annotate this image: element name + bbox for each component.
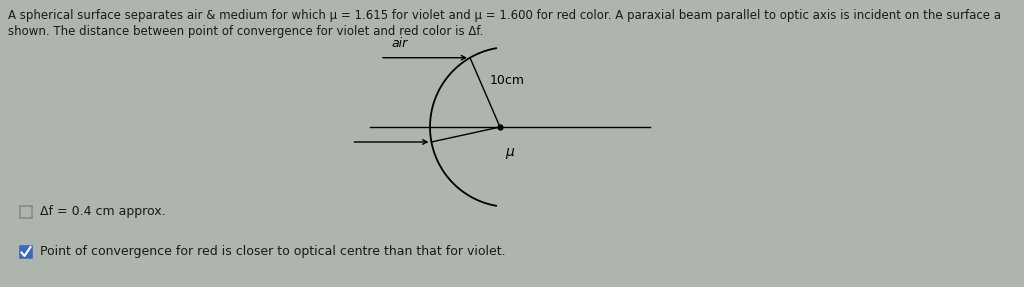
Text: air: air: [392, 37, 409, 50]
Bar: [20, 246, 32, 258]
Text: μ: μ: [505, 145, 514, 159]
Text: Δf = 0.4 cm approx.: Δf = 0.4 cm approx.: [40, 205, 166, 218]
Text: Point of convergence for red is closer to optical centre than that for violet.: Point of convergence for red is closer t…: [40, 245, 506, 259]
Text: 10cm: 10cm: [490, 74, 525, 87]
Text: A spherical surface separates air & medium for which μ = 1.615 for violet and μ : A spherical surface separates air & medi…: [8, 9, 1001, 22]
Text: shown. The distance between point of convergence for violet and red color is Δf.: shown. The distance between point of con…: [8, 25, 483, 38]
Bar: [20, 206, 32, 218]
